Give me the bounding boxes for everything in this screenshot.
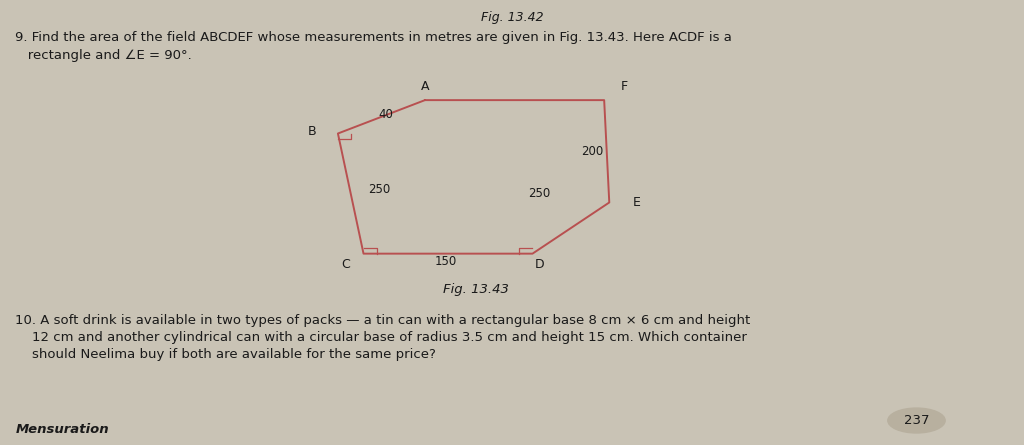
- Text: D: D: [535, 258, 545, 271]
- Text: E: E: [633, 196, 641, 209]
- Text: 12 cm and another cylindrical can with a circular base of radius 3.5 cm and heig: 12 cm and another cylindrical can with a…: [15, 331, 748, 344]
- Text: 10. A soft drink is available in two types of packs — a tin can with a rectangul: 10. A soft drink is available in two typ…: [15, 314, 751, 327]
- Text: 250: 250: [528, 187, 551, 200]
- Text: rectangle and ∠E = 90°.: rectangle and ∠E = 90°.: [15, 49, 193, 62]
- Circle shape: [888, 408, 945, 433]
- Text: 250: 250: [368, 182, 390, 196]
- Text: 9. Find the area of the field ABCDEF whose measurements in metres are given in F: 9. Find the area of the field ABCDEF who…: [15, 31, 732, 44]
- Text: A: A: [421, 80, 429, 93]
- Text: B: B: [308, 125, 316, 138]
- Text: Mensuration: Mensuration: [15, 423, 109, 436]
- Text: 40: 40: [379, 108, 393, 121]
- Text: Fig. 13.43: Fig. 13.43: [443, 283, 509, 295]
- Text: C: C: [342, 258, 350, 271]
- Text: 237: 237: [904, 414, 929, 427]
- Text: should Neelima buy if both are available for the same price?: should Neelima buy if both are available…: [15, 348, 436, 360]
- Text: 150: 150: [434, 255, 457, 268]
- Text: F: F: [622, 80, 628, 93]
- Text: 200: 200: [581, 145, 603, 158]
- Text: Fig. 13.42: Fig. 13.42: [480, 11, 544, 24]
